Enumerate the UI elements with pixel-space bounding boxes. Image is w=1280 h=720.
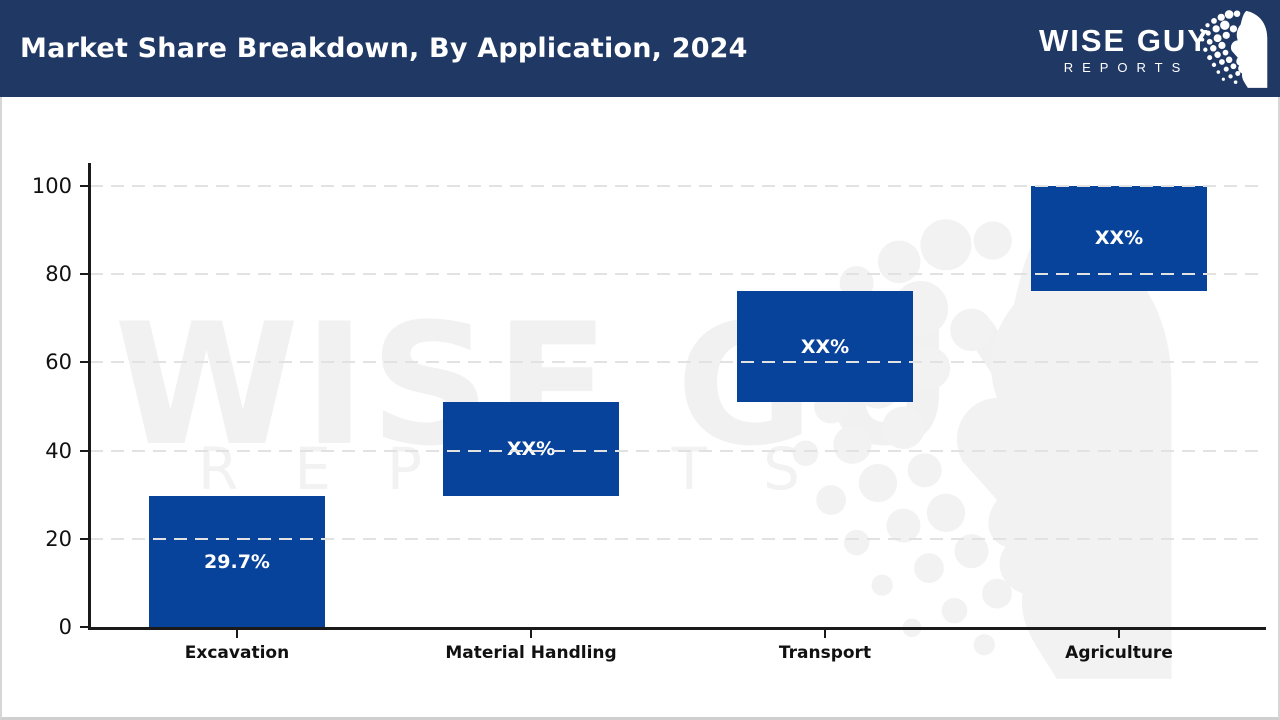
gridline-80 [90, 273, 1266, 276]
page-title: Market Share Breakdown, By Application, … [20, 33, 748, 64]
bar-agriculture: XX% [1031, 186, 1207, 291]
x-category-label: Excavation [184, 643, 290, 663]
y-tick-label-100: 100 [31, 174, 72, 198]
logo-text: WISE GUY REPORTS [1039, 23, 1210, 75]
y-tick-label-40: 40 [45, 438, 72, 463]
bar-value-label: XX% [1094, 227, 1144, 250]
gridline-40 [90, 449, 1266, 452]
bar-transport: XX% [737, 290, 913, 403]
gridline-60 [90, 361, 1266, 364]
chart-area: WISE GUY REPORTS 02040608010029.7%Excava… [0, 97, 1280, 720]
header-bar: Market Share Breakdown, By Application, … [0, 0, 1280, 97]
y-tick-label-20: 20 [45, 526, 72, 551]
x-tick-1 [530, 630, 532, 638]
y-tick-60 [80, 361, 90, 364]
y-tick-20 [80, 537, 90, 540]
bar-value-label: 29.7% [204, 550, 270, 573]
y-tick-label-80: 80 [45, 262, 72, 287]
gridline-100 [90, 185, 1266, 187]
x-category-label: Material Handling [445, 643, 617, 663]
y-tick-label-60: 60 [45, 350, 72, 375]
x-tick-3 [1118, 630, 1120, 638]
y-tick-label-0: 0 [58, 615, 72, 639]
x-tick-0 [236, 630, 238, 638]
logo-subtitle: REPORTS [1063, 59, 1190, 75]
bar-material-handling: XX% [443, 402, 619, 496]
logo-wordmark: WISE GUY [1038, 22, 1210, 58]
gridline-20 [90, 537, 1266, 540]
bar-value-label: XX% [506, 438, 556, 461]
y-tick-40 [80, 449, 90, 452]
x-category-label: Agriculture [1065, 643, 1173, 663]
y-tick-80 [80, 273, 90, 276]
y-tick-100 [80, 185, 90, 187]
x-category-label: Transport [778, 643, 872, 663]
x-axis-line [88, 627, 1266, 630]
y-tick-0 [80, 626, 90, 628]
wise-guy-logo: WISE GUY REPORTS [1039, 8, 1280, 90]
y-axis-line [88, 163, 91, 630]
head-dots-icon [1196, 8, 1268, 90]
x-tick-2 [824, 630, 826, 638]
bar-value-label: XX% [800, 335, 850, 358]
bar-excavation: 29.7% [149, 496, 325, 627]
